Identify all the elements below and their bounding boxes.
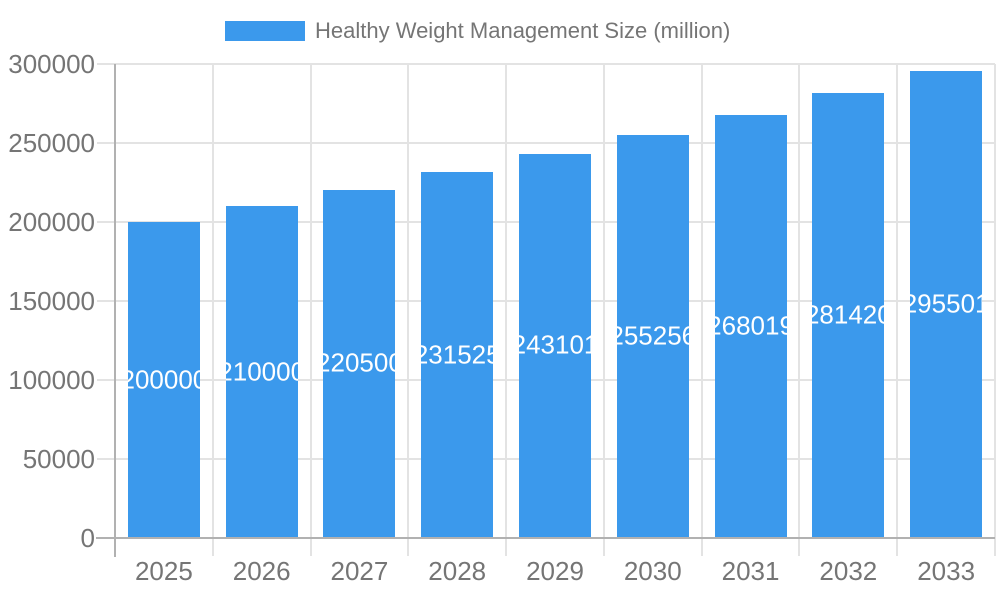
bar-value-label: 231525 xyxy=(421,339,493,370)
bar: 243101 xyxy=(519,153,591,537)
x-axis-line xyxy=(96,537,995,539)
x-tick-label: 2031 xyxy=(721,556,780,586)
x-tick-label: 2027 xyxy=(330,556,389,586)
chart-title: Healthy Weight Management Size (million) xyxy=(315,18,731,43)
x-tick-label: 2025 xyxy=(134,556,193,586)
bar: 268019 xyxy=(714,114,787,537)
bar: 281420 xyxy=(812,93,885,537)
bar-value-label: 243101 xyxy=(519,329,591,360)
bar: 200000 xyxy=(127,222,200,537)
y-axis-line xyxy=(114,64,116,557)
x-gridline xyxy=(407,64,410,556)
x-gridline xyxy=(211,64,214,556)
x-tick-label: 2028 xyxy=(428,556,487,586)
x-gridline xyxy=(309,64,312,556)
x-tick-label: 2029 xyxy=(526,556,584,586)
bar: 220500 xyxy=(323,189,396,537)
bar-value-label: 210000 xyxy=(226,356,298,387)
y-tick-label: 100000 xyxy=(8,365,95,395)
x-tick-label: 2032 xyxy=(819,556,878,586)
y-tick-label: 200000 xyxy=(8,207,95,237)
y-gridline xyxy=(97,142,995,144)
bar: 231525 xyxy=(421,172,494,537)
x-gridline xyxy=(602,64,605,556)
x-gridline xyxy=(994,64,996,556)
y-tick-label: 50000 xyxy=(22,444,95,474)
x-tick-label: 2026 xyxy=(232,556,291,586)
y-tick-label: 250000 xyxy=(8,128,95,158)
bar-value-label: 220500 xyxy=(323,347,395,378)
bar: 255256 xyxy=(616,134,689,537)
bar-value-label: 295501 xyxy=(910,288,982,319)
bar-value-label: 200000 xyxy=(128,364,200,394)
x-gridline xyxy=(505,64,508,556)
legend-swatch xyxy=(225,21,305,41)
bar-value-label: 255256 xyxy=(617,320,689,351)
y-tick-label: 0 xyxy=(80,523,95,553)
x-tick-label: 2030 xyxy=(623,556,682,586)
bar: 210000 xyxy=(225,206,298,537)
x-gridline xyxy=(896,64,899,556)
y-gridline xyxy=(97,63,995,65)
bar-value-label: 268019 xyxy=(715,310,787,341)
x-tick-label: 2033 xyxy=(917,556,976,586)
y-tick-label: 150000 xyxy=(8,286,95,316)
x-gridline xyxy=(798,64,801,556)
chart-legend: Healthy Weight Management Size (million) xyxy=(0,0,1000,56)
x-gridline xyxy=(700,64,703,556)
y-tick-label: 300000 xyxy=(8,49,95,79)
bar-value-label: 281420 xyxy=(812,299,884,330)
bar: 295501 xyxy=(910,71,983,537)
